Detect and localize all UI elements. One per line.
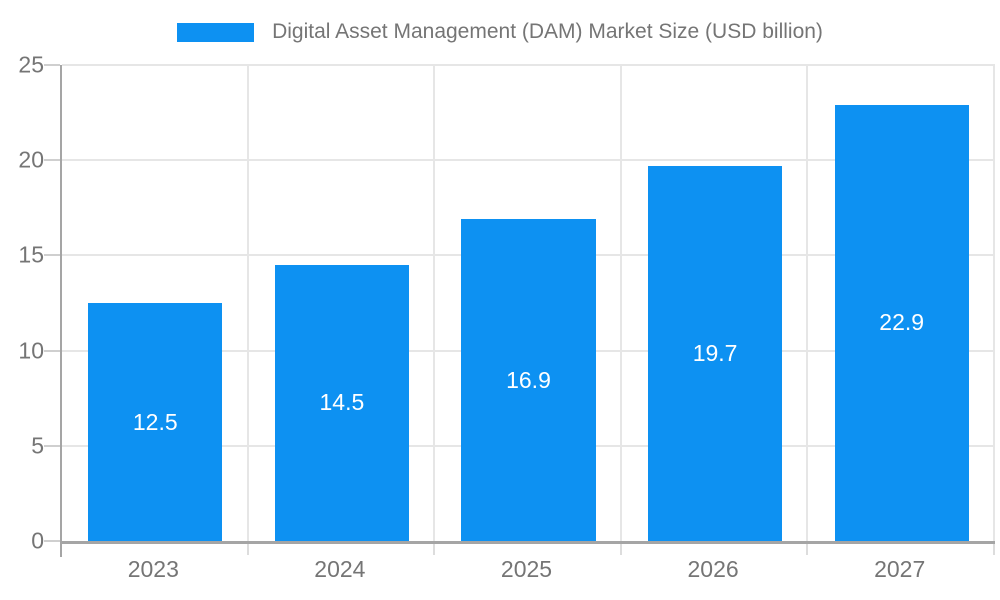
bar: 12.5 bbox=[88, 303, 223, 541]
x-axis-tick bbox=[993, 544, 995, 555]
y-axis-tick bbox=[44, 444, 60, 447]
bar-value-label: 12.5 bbox=[132, 408, 178, 435]
gridline-vertical bbox=[619, 65, 622, 541]
y-axis-extension bbox=[60, 544, 62, 557]
y-tick-label: 0 bbox=[31, 527, 44, 554]
y-axis-tick bbox=[44, 254, 60, 257]
x-tick-label: 2024 bbox=[314, 556, 366, 582]
y-axis-labels: 0 5 10 15 20 25 bbox=[0, 53, 44, 552]
bar-value-label: 14.5 bbox=[319, 389, 365, 416]
gridline-vertical bbox=[993, 65, 995, 541]
gridline-vertical bbox=[433, 65, 436, 541]
y-tick-label: 20 bbox=[18, 146, 44, 173]
bar: 16.9 bbox=[461, 219, 596, 541]
y-axis-tick bbox=[44, 540, 60, 542]
x-axis-labels: 2023 2024 2025 2026 2027 bbox=[60, 556, 993, 586]
x-tick-label: 2025 bbox=[500, 556, 553, 582]
gridline-horizontal bbox=[62, 64, 995, 66]
y-tick-label: 5 bbox=[31, 432, 44, 459]
x-tick-label: 2026 bbox=[687, 556, 739, 582]
gridline-vertical bbox=[246, 65, 249, 541]
x-tick-label: 2023 bbox=[127, 556, 179, 582]
bar: 14.5 bbox=[274, 264, 410, 541]
chart-legend: Digital Asset Management (DAM) Market Si… bbox=[0, 20, 1000, 44]
x-axis-tick bbox=[806, 544, 809, 555]
bar: 19.7 bbox=[647, 165, 783, 541]
x-tick-label: 2027 bbox=[874, 556, 926, 582]
y-axis-tick bbox=[44, 159, 60, 162]
y-axis-tick bbox=[44, 349, 60, 352]
legend-label: Digital Asset Management (DAM) Market Si… bbox=[272, 20, 823, 43]
gridline-horizontal bbox=[62, 159, 995, 162]
y-axis-tick bbox=[44, 64, 60, 66]
plot-area: 12.5 14.5 16.9 19.7 22.9 bbox=[44, 64, 995, 557]
bar-value-label: 22.9 bbox=[879, 309, 925, 336]
legend-swatch bbox=[177, 22, 255, 42]
bar-value-label: 16.9 bbox=[506, 366, 551, 393]
x-axis-tick bbox=[433, 544, 436, 555]
y-tick-label: 25 bbox=[18, 51, 44, 78]
x-axis-tick bbox=[619, 544, 622, 555]
y-tick-label: 10 bbox=[18, 337, 44, 364]
y-tick-label: 15 bbox=[18, 241, 44, 268]
bar-value-label: 19.7 bbox=[692, 339, 738, 366]
gridline-vertical bbox=[806, 65, 809, 541]
x-axis-tick bbox=[246, 544, 249, 555]
bar: 22.9 bbox=[834, 104, 969, 541]
